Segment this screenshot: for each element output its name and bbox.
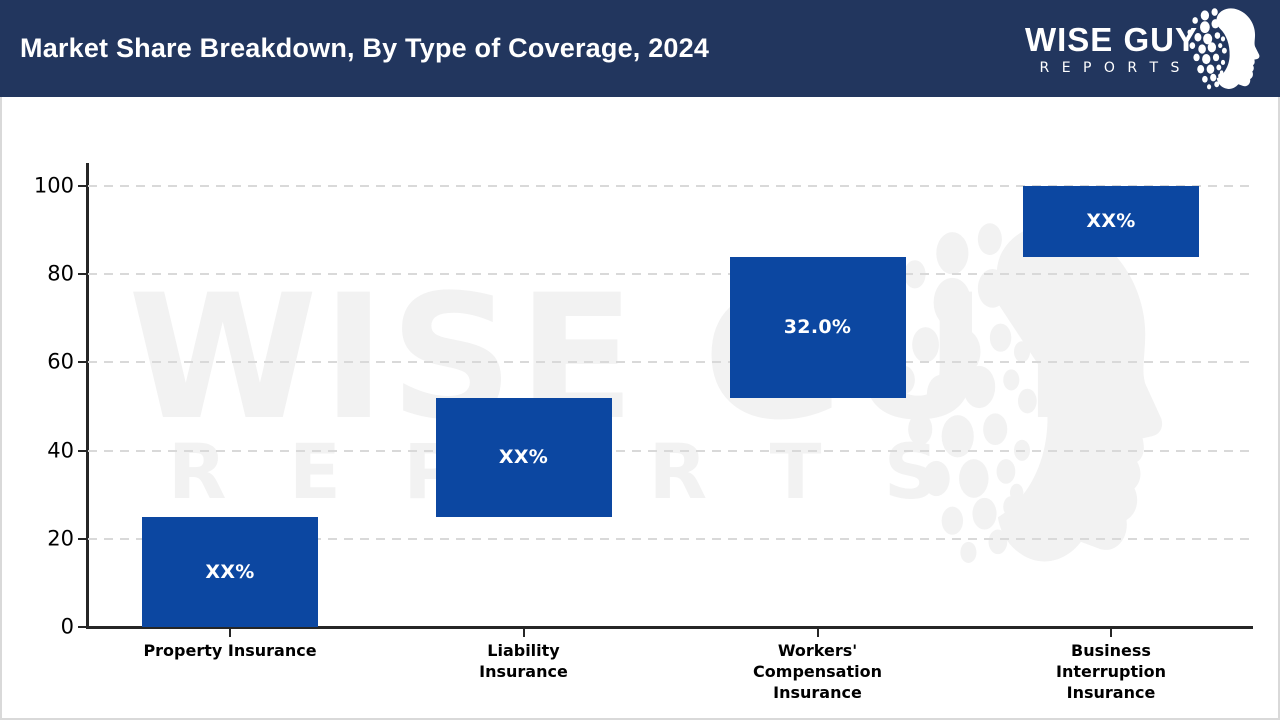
y-tick-label: 0 <box>60 614 74 639</box>
gridline-100 <box>88 185 1253 187</box>
y-tick-mark <box>78 626 86 628</box>
x-category-label: Property Insurance <box>98 640 362 661</box>
y-tick-mark <box>78 537 86 540</box>
wiseguy-head-icon <box>1187 7 1260 89</box>
y-tick-mark <box>78 273 86 276</box>
y-tick-mark <box>78 449 86 452</box>
bar-value-label: XX% <box>205 560 255 583</box>
y-tick-label: 20 <box>47 526 74 551</box>
x-tick-mark <box>816 629 819 637</box>
x-axis-line <box>86 626 1253 629</box>
bar-value-label: XX% <box>1086 210 1136 233</box>
x-tick-mark <box>522 629 525 637</box>
gridline-40 <box>88 449 1253 452</box>
y-tick-label: 100 <box>33 173 74 198</box>
bar-3: 32.0% <box>729 256 906 398</box>
x-category-label-line: Workers' <box>777 641 858 660</box>
x-category-label-line: Insurance <box>773 683 862 702</box>
y-tick-mark <box>78 185 86 187</box>
x-category-label-line: Liability <box>487 641 560 660</box>
brand-name: WISE GUY <box>1024 20 1198 58</box>
bar-4: XX% <box>1023 186 1199 257</box>
y-tick-label: 60 <box>47 349 74 374</box>
bar-2: XX% <box>435 397 612 517</box>
y-axis-line <box>86 163 89 629</box>
x-category-label-line: Insurance <box>1066 683 1156 702</box>
y-tick-mark <box>78 361 86 364</box>
y-tick-label: 80 <box>47 261 74 286</box>
x-category-label: Liability Insurance <box>392 640 656 682</box>
x-tick-mark <box>229 629 231 637</box>
page-title: Market Share Breakdown, By Type of Cover… <box>20 33 710 63</box>
bar-value-label: 32.0% <box>783 316 852 339</box>
x-category-label-line: Insurance <box>479 662 568 681</box>
y-tick-label: 40 <box>47 438 74 463</box>
x-category-label-line: Property Insurance <box>143 641 317 660</box>
brand-tagline: R E P O R T S <box>1039 59 1184 76</box>
x-category-label: Workers' Compensation Insurance <box>686 640 950 703</box>
app-header: Market Share Breakdown, By Type of Cover… <box>0 0 1280 97</box>
brand-logo: WISE GUY R E P O R T S <box>1025 7 1262 91</box>
gridline-60 <box>88 361 1253 364</box>
gridline-20 <box>88 537 1253 540</box>
x-category-label-line: Interruption <box>1056 662 1166 681</box>
brand-logo-text: WISE GUY R E P O R T S <box>1025 23 1198 75</box>
x-category-label-line: Business <box>1071 641 1151 660</box>
x-tick-mark <box>1110 629 1112 637</box>
x-category-label: Business Interruption Insurance <box>979 640 1243 703</box>
x-category-label-line: Compensation <box>753 662 882 681</box>
bar-value-label: XX% <box>498 446 549 469</box>
gridline-80 <box>88 273 1253 276</box>
bar-1: XX% <box>142 516 318 627</box>
